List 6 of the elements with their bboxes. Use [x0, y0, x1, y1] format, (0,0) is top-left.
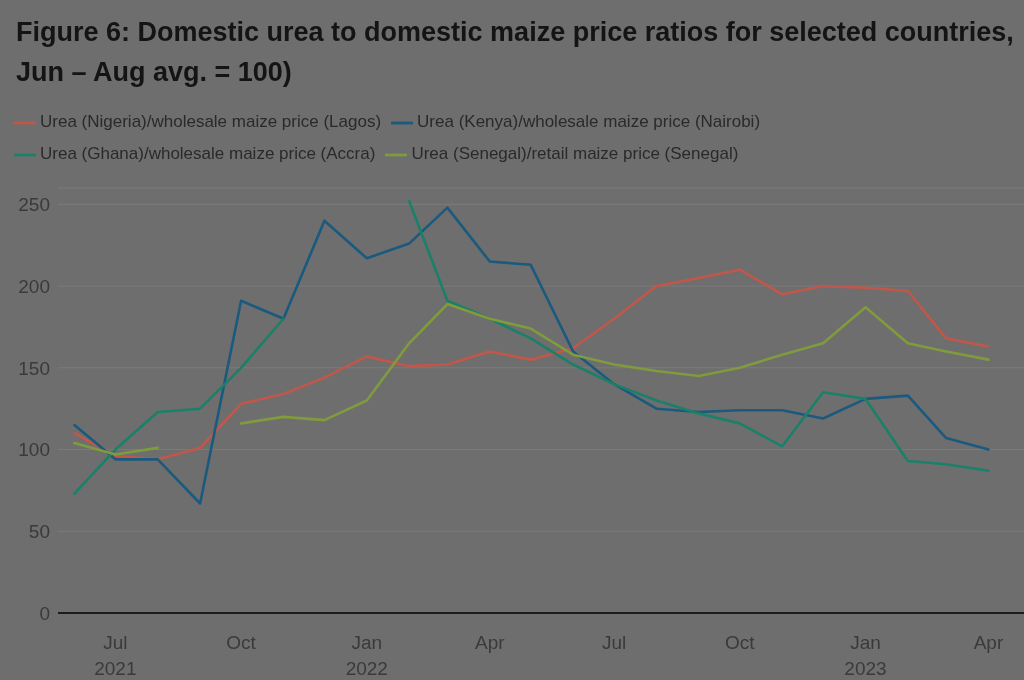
legend-label: Urea (Kenya)/wholesale maize price (Nairobi) [417, 112, 761, 131]
legend-label: Urea (Nigeria)/wholesale maize price (Lagos) [40, 112, 382, 131]
legend-label: Urea (Senegal)/retail maize price (Senegal) [411, 144, 739, 163]
line-series [73, 268, 990, 461]
chart-title: Figure 6: Domestic urea to domestic maize price ratios for selected countries, Jun – Aug avg. = 100) [16, 16, 1015, 89]
legend-label: Urea (Ghana)/wholesale maize price (Accra) [40, 144, 376, 163]
